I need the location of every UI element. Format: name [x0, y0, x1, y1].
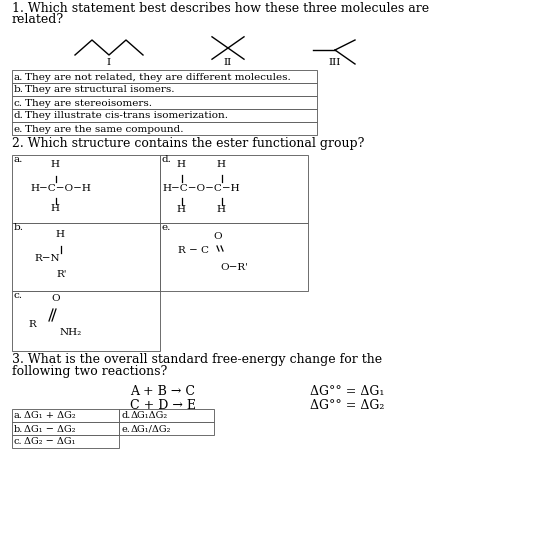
Text: They are structural isomers.: They are structural isomers.	[25, 86, 175, 94]
Text: 2. Which structure contains the ester functional group?: 2. Which structure contains the ester fu…	[12, 137, 365, 150]
Text: They are stereoisomers.: They are stereoisomers.	[25, 99, 152, 107]
Text: related?: related?	[12, 13, 64, 26]
Text: ΔG°° = ΔG₁: ΔG°° = ΔG₁	[310, 385, 384, 398]
Text: d.: d.	[14, 112, 24, 121]
Bar	[12, 70, 317, 83]
Bar	[12, 83, 317, 96]
Text: A + B → C: A + B → C	[130, 385, 195, 398]
Text: O: O	[52, 294, 60, 303]
Text: H−C−O−C−H: H−C−O−C−H	[162, 184, 240, 193]
Text: H: H	[177, 160, 185, 169]
Text: They illustrate cis-trans isomerization.: They illustrate cis-trans isomerization.	[25, 112, 228, 121]
Text: H: H	[216, 205, 226, 214]
Text: ΔG°° = ΔG₂: ΔG°° = ΔG₂	[310, 399, 384, 412]
Text: ΔG₁ΔG₂: ΔG₁ΔG₂	[131, 411, 168, 420]
Bar	[12, 122, 317, 135]
Text: H−C−O−H: H−C−O−H	[30, 184, 91, 193]
Bar	[12, 409, 119, 422]
Text: ΔG₁/ΔG₂: ΔG₁/ΔG₂	[131, 425, 171, 433]
Text: b.: b.	[14, 223, 24, 232]
Text: following two reactions?: following two reactions?	[12, 365, 167, 378]
Bar	[12, 109, 317, 122]
Text: c.: c.	[14, 438, 23, 446]
Bar	[12, 96, 317, 109]
Text: d.: d.	[121, 411, 130, 420]
Bar	[160, 223, 308, 291]
Bar	[12, 435, 119, 448]
Text: d.: d.	[162, 155, 172, 164]
Text: ΔG₂ − ΔG₁: ΔG₂ − ΔG₁	[24, 438, 76, 446]
Text: They are the same compound.: They are the same compound.	[25, 125, 184, 134]
Text: H: H	[216, 160, 226, 169]
Text: b.: b.	[14, 425, 24, 433]
Text: 3. What is the overall standard free-energy change for the: 3. What is the overall standard free-ene…	[12, 353, 382, 366]
Bar	[119, 409, 214, 422]
Text: O: O	[214, 232, 222, 241]
Bar	[119, 422, 214, 435]
Text: R − C: R − C	[178, 246, 209, 255]
Bar	[12, 291, 160, 351]
Text: 1. Which statement best describes how these three molecules are: 1. Which statement best describes how th…	[12, 2, 429, 15]
Text: H: H	[50, 160, 60, 169]
Text: C + D → E: C + D → E	[130, 399, 196, 412]
Text: R': R'	[56, 270, 67, 279]
Text: ΔG₁ + ΔG₂: ΔG₁ + ΔG₂	[24, 411, 76, 420]
Text: e.: e.	[14, 125, 24, 134]
Bar	[12, 422, 119, 435]
Text: c.: c.	[14, 291, 23, 300]
Text: III: III	[329, 58, 341, 67]
Text: e.: e.	[162, 223, 171, 232]
Text: H: H	[50, 204, 60, 213]
Bar	[12, 155, 160, 223]
Text: c.: c.	[14, 99, 23, 107]
Text: NH₂: NH₂	[60, 328, 82, 337]
Text: H: H	[55, 230, 64, 239]
Bar	[12, 223, 160, 291]
Text: H: H	[177, 205, 185, 214]
Text: R: R	[28, 320, 36, 329]
Text: b.: b.	[14, 86, 24, 94]
Text: I: I	[107, 58, 111, 67]
Bar	[160, 155, 308, 223]
Text: R−N: R−N	[34, 254, 60, 263]
Text: O−R': O−R'	[220, 263, 248, 272]
Text: e.: e.	[121, 425, 130, 433]
Text: ΔG₁ − ΔG₂: ΔG₁ − ΔG₂	[24, 425, 76, 433]
Text: a.: a.	[14, 155, 24, 164]
Text: They are not related, they are different molecules.: They are not related, they are different…	[25, 73, 291, 81]
Text: a.: a.	[14, 73, 24, 81]
Text: II: II	[224, 58, 232, 67]
Text: a.: a.	[14, 411, 23, 420]
